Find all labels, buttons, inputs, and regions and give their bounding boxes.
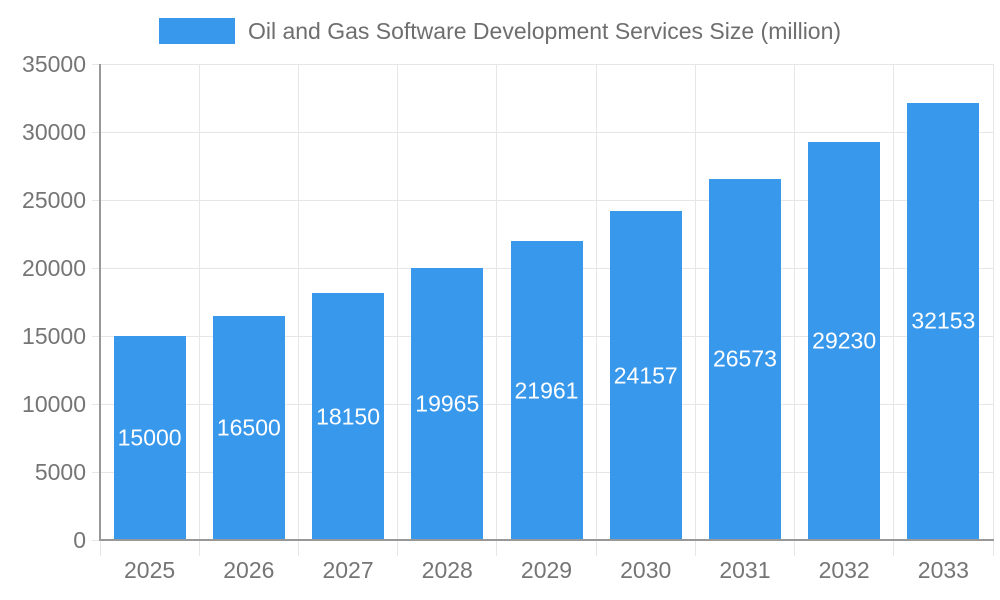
v-gridline — [297, 64, 299, 540]
bar-value-label: 29230 — [812, 327, 877, 354]
bar[interactable]: 18150 — [312, 293, 385, 540]
x-tick — [893, 540, 895, 556]
bar[interactable]: 32153 — [907, 102, 980, 540]
y-tick-label: 10000 — [22, 391, 86, 417]
y-tick-label: 5000 — [34, 459, 86, 485]
v-gridline — [992, 64, 994, 540]
v-gridline — [893, 64, 895, 540]
x-tick-label: 2029 — [520, 557, 573, 583]
x-tick-label: 2028 — [421, 557, 473, 583]
x-tick — [694, 540, 696, 556]
y-tick-label: 15000 — [22, 323, 86, 349]
bar[interactable]: 16500 — [212, 315, 285, 540]
y-tick — [92, 267, 100, 269]
bar-value-label: 19965 — [415, 390, 480, 417]
x-tick — [397, 540, 399, 556]
x-axis-line — [98, 539, 994, 541]
bar-value-label: 16500 — [216, 414, 281, 441]
v-gridline — [694, 64, 696, 540]
x-tick-label: 2032 — [818, 557, 870, 583]
bar-value-label: 24157 — [613, 362, 678, 389]
y-tick-label: 30000 — [22, 119, 86, 145]
x-tick — [992, 540, 994, 556]
bar-value-label: 26573 — [712, 345, 777, 372]
y-tick — [92, 471, 100, 473]
y-tick — [92, 403, 100, 405]
bar[interactable]: 24157 — [609, 211, 682, 540]
y-tick-label: 35000 — [22, 51, 86, 77]
y-tick-label: 0 — [73, 527, 86, 553]
bar[interactable]: 29230 — [808, 142, 881, 540]
bar-value-label: 32153 — [911, 307, 976, 334]
x-tick-label: 2030 — [620, 557, 672, 583]
v-gridline — [496, 64, 498, 540]
y-tick-label: 25000 — [22, 187, 86, 213]
v-gridline — [595, 64, 597, 540]
legend-label: Oil and Gas Software Development Service… — [247, 17, 842, 44]
h-gridline — [100, 131, 993, 133]
y-tick — [92, 539, 100, 541]
x-tick-label: 2027 — [322, 557, 374, 583]
v-gridline — [397, 64, 399, 540]
v-gridline — [794, 64, 796, 540]
x-tick — [496, 540, 498, 556]
h-gridline — [100, 63, 993, 65]
bar[interactable]: 21961 — [510, 241, 583, 540]
x-tick-label: 2033 — [917, 557, 969, 583]
y-tick-label: 20000 — [22, 255, 86, 281]
x-tick-label: 2026 — [223, 557, 275, 583]
y-tick — [92, 131, 100, 133]
legend[interactable]: Oil and Gas Software Development Service… — [0, 15, 1000, 47]
x-tick-label: 2031 — [719, 557, 771, 583]
bar[interactable]: 26573 — [708, 178, 781, 540]
y-tick — [92, 335, 100, 337]
bar[interactable]: 19965 — [411, 268, 484, 540]
h-gridline — [100, 199, 993, 201]
v-gridline — [198, 64, 200, 540]
x-tick-label: 2025 — [124, 557, 176, 583]
x-tick — [198, 540, 200, 556]
bar[interactable]: 15000 — [113, 336, 186, 540]
legend-swatch — [158, 18, 235, 44]
bar-value-label: 18150 — [316, 403, 381, 430]
y-tick — [92, 199, 100, 201]
bar-value-label: 21961 — [514, 377, 579, 404]
y-axis-line — [98, 64, 101, 540]
x-tick — [794, 540, 796, 556]
x-tick — [297, 540, 299, 556]
x-tick — [595, 540, 597, 556]
x-tick — [99, 540, 101, 556]
bar-value-label: 15000 — [117, 424, 182, 451]
y-tick — [92, 63, 100, 65]
